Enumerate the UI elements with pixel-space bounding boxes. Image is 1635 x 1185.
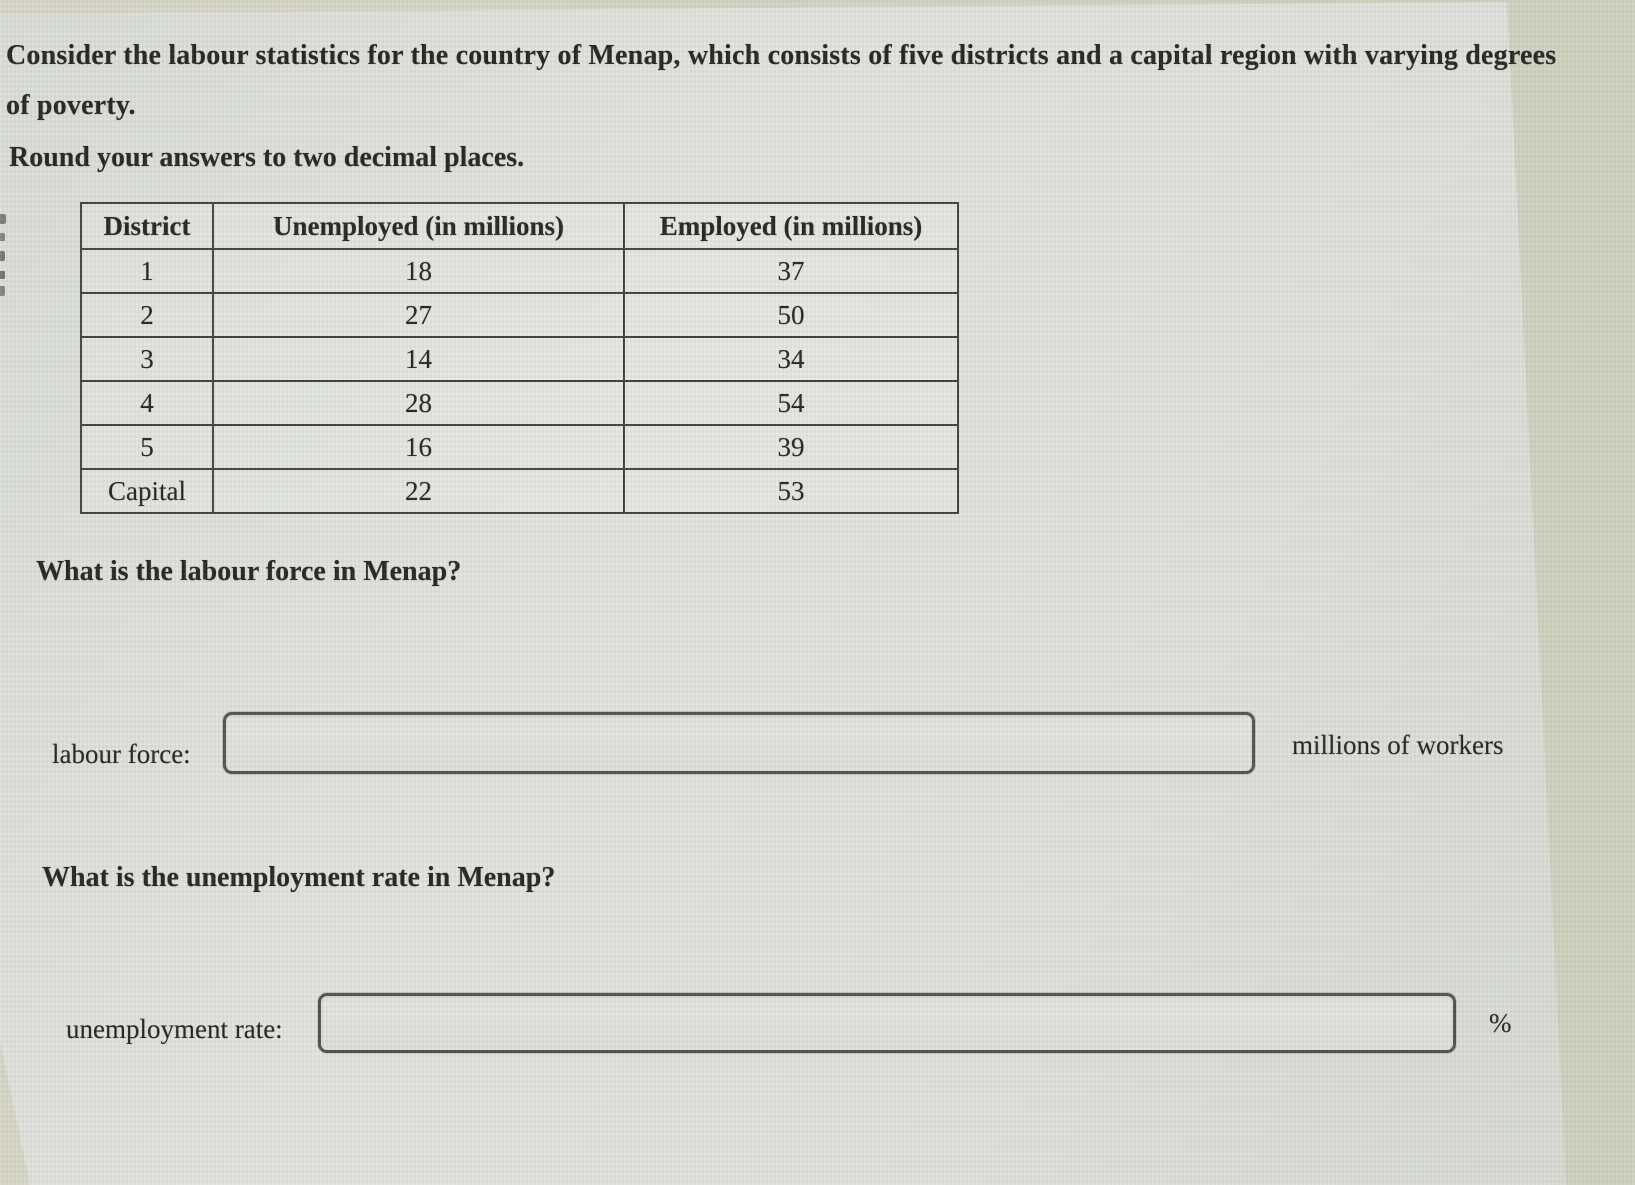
employed-cell: 34 [623,336,959,382]
unemployed-cell: 14 [212,336,625,382]
unemployment-rate-label: unemployment rate: [66,1014,283,1044]
unemployed-cell: 16 [212,424,625,470]
labour-force-input[interactable] [223,712,1255,774]
district-cell: 3 [80,336,214,382]
unemployed-cell: 28 [212,380,625,426]
table-row: 2 27 50 [80,292,959,338]
district-cell: 2 [80,292,214,338]
employed-cell: 53 [623,468,959,514]
unemployed-cell: 27 [212,292,625,338]
unemployed-cell: 22 [212,468,625,514]
table-row: Capital 22 53 [80,468,959,514]
cropped-edge-text-artifact [0,214,6,224]
column-header-employed: Employed (in millions) [623,202,959,250]
employed-cell: 50 [623,292,959,338]
unemployment-rate-input[interactable] [318,993,1456,1053]
percent-sign: % [1489,1008,1512,1038]
rounding-instruction: Round your answers to two decimal places… [9,142,525,173]
unemployed-cell: 18 [212,248,625,294]
column-header-unemployed: Unemployed (in millions) [212,202,625,250]
district-cell: Capital [80,468,214,514]
district-cell: 4 [80,380,214,426]
column-header-district: District [80,202,214,250]
employed-cell: 39 [623,424,959,470]
employed-cell: 37 [623,248,959,294]
labour-force-label: labour force: [52,739,191,769]
table-row: 4 28 54 [80,380,959,426]
labour-force-question: What is the labour force in Menap? [36,556,462,587]
question-intro-line2: of poverty. [6,90,136,121]
district-cell: 5 [80,424,214,470]
labour-force-unit: millions of workers [1292,730,1504,760]
question-intro: Consider the labour statistics for the c… [6,31,1557,131]
labour-statistics-table: District Unemployed (in millions) Employ… [80,202,959,514]
table-row: 1 18 37 [80,248,959,294]
district-cell: 1 [80,248,214,294]
table-row: 3 14 34 [80,336,959,382]
table-row: 5 16 39 [80,424,959,470]
table-header-row: District Unemployed (in millions) Employ… [80,202,959,250]
unemployment-rate-question: What is the unemployment rate in Menap? [42,862,556,893]
question-intro-line1: Consider the labour statistics for the c… [6,40,1557,71]
employed-cell: 54 [623,380,959,426]
